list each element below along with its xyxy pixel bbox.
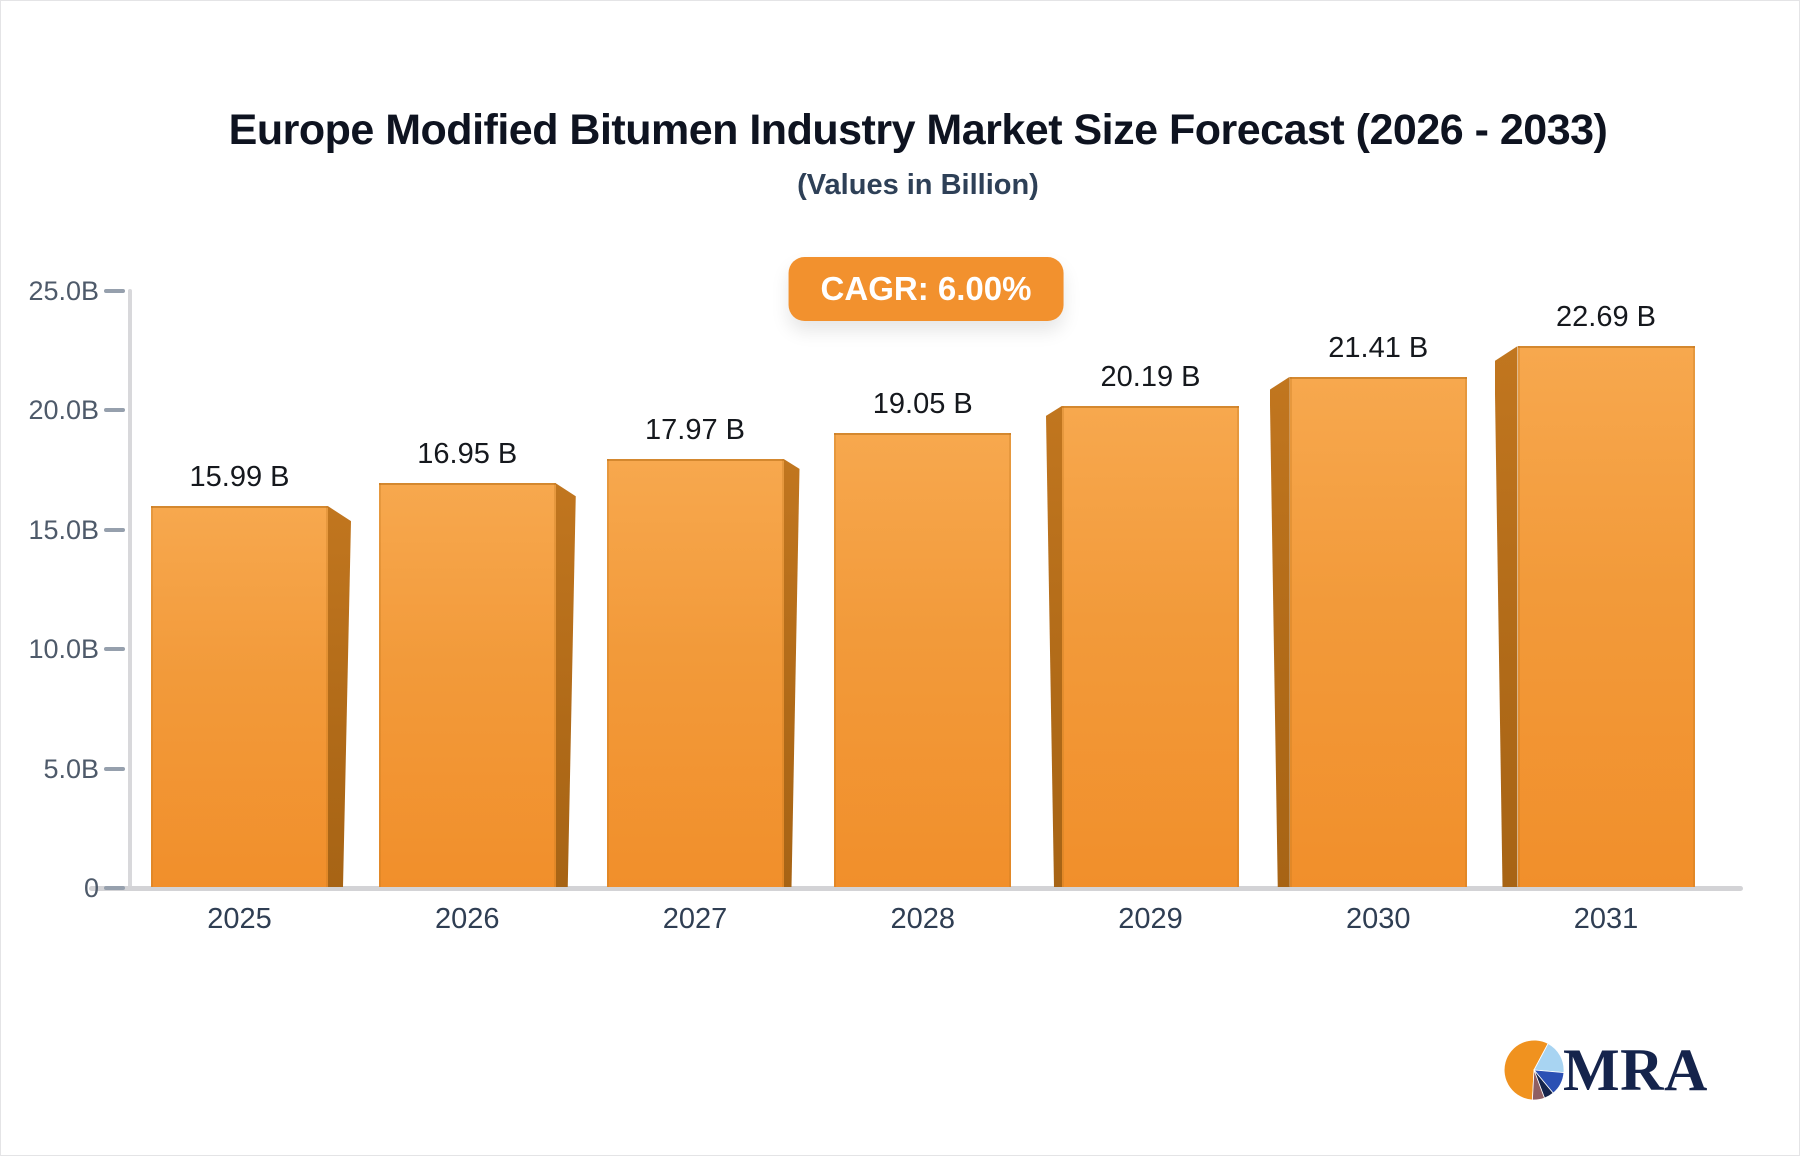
bar-2026 <box>378 483 556 887</box>
y-tick-label: 5.0B <box>43 753 99 784</box>
x-axis-label-2025: 2025 <box>207 903 272 935</box>
y-tick-mark <box>104 647 125 652</box>
y-tick-label: 0 <box>83 873 99 903</box>
bar-value-label-2029: 20.19 B <box>1100 360 1201 393</box>
y-tick-label: 20.0B <box>28 395 99 426</box>
x-axis-label-2029: 2029 <box>1118 903 1183 935</box>
y-tick-mark <box>104 527 125 532</box>
y-tick-label: 25.0B <box>28 276 99 306</box>
bar-2031 <box>1517 346 1695 887</box>
bar-2025 <box>151 506 328 887</box>
y-tick-label: 10.0B <box>28 634 99 665</box>
bar-value-label-2025: 15.99 B <box>189 461 290 494</box>
bar-side-2025 <box>328 506 351 887</box>
bar-2030 <box>1289 376 1467 887</box>
bar-side-2027 <box>784 459 800 887</box>
bar-value-label-2031: 22.69 B <box>1556 301 1656 334</box>
bar-2029 <box>1062 405 1239 887</box>
bar-value-label-2028: 19.05 B <box>872 388 973 421</box>
bar-2027 <box>606 458 784 887</box>
x-axis-label-2031: 2031 <box>1573 903 1639 935</box>
page-subtitle: (Values in Billion) <box>797 169 1039 201</box>
x-axis-line <box>89 886 1743 891</box>
bar-side-2030 <box>1269 376 1290 887</box>
bar-side-2026 <box>556 483 576 887</box>
x-axis-label-2030: 2030 <box>1345 903 1411 935</box>
mra-logo: MRA <box>1503 1037 1708 1103</box>
y-tick-mark <box>104 886 125 890</box>
x-axis-label-2028: 2028 <box>890 903 955 935</box>
cagr-badge: CAGR: 6.00% <box>788 257 1064 321</box>
y-axis-line <box>128 289 132 890</box>
mra-logo-text: MRA <box>1563 1037 1708 1103</box>
bar-side-2031 <box>1494 346 1518 887</box>
y-tick-mark <box>104 766 125 771</box>
x-axis-label-2027: 2027 <box>662 903 728 935</box>
mra-pie-icon <box>1503 1039 1565 1101</box>
bar-2028 <box>834 433 1012 887</box>
y-tick-label: 15.0B <box>28 514 99 545</box>
bar-value-label-2026: 16.95 B <box>417 438 518 471</box>
bar-value-label-2027: 17.97 B <box>645 413 745 446</box>
bar-side-2029 <box>1046 405 1062 887</box>
y-tick-mark <box>104 408 125 413</box>
page-title: Europe Modified Bitumen Industry Market … <box>228 106 1608 154</box>
y-tick-mark <box>104 289 125 293</box>
x-axis-label-2026: 2026 <box>434 903 500 935</box>
bar-value-label-2030: 21.41 B <box>1328 331 1429 364</box>
